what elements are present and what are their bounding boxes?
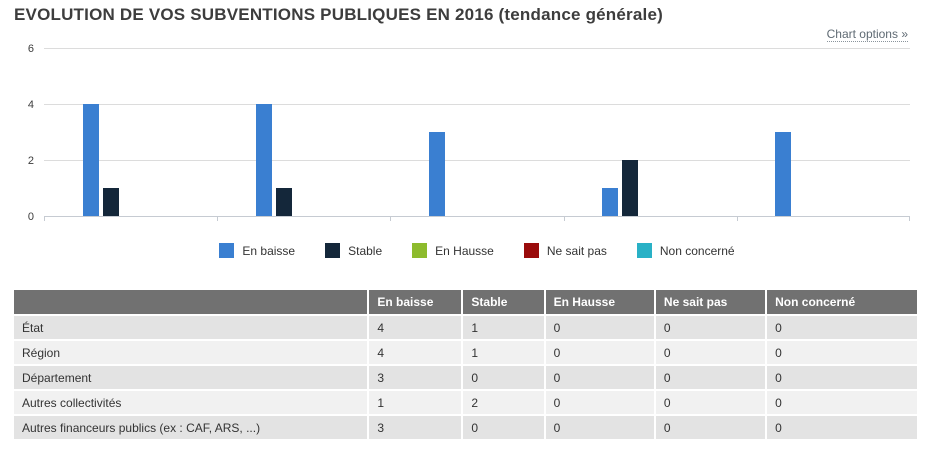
bar-en-baisse [429, 132, 445, 216]
value-cell: 0 [544, 315, 656, 341]
row-label-cell: Département [14, 365, 370, 391]
table-row: Autres collectivités 1 2 0 0 0 [14, 390, 919, 416]
table-row: État 4 1 0 0 0 [14, 315, 919, 341]
table-header-cell: Ne sait pas [654, 290, 768, 316]
table-row: Département 3 0 0 0 0 [14, 365, 919, 391]
value-cell: 0 [766, 365, 919, 391]
value-cell: 0 [766, 390, 919, 416]
value-cell: 0 [766, 415, 919, 441]
x-axis-tick [909, 216, 910, 221]
table-row: Région 4 1 0 0 0 [14, 340, 919, 366]
bar-en-baisse [82, 104, 99, 216]
row-label-cell: État [14, 315, 370, 341]
row-label-cell: Autres financeurs publics (ex : CAF, ARS… [14, 415, 370, 441]
value-cell: 0 [544, 365, 656, 391]
value-cell: 0 [654, 415, 768, 441]
legend-label: Stable [348, 243, 383, 258]
bar-stable [275, 188, 292, 216]
data-table: En baisse Stable En Hausse Ne sait pas Non c… [14, 290, 919, 441]
bar-stable [102, 188, 119, 216]
value-cell: 0 [544, 415, 656, 441]
legend-swatch-icon [523, 243, 539, 258]
value-cell: 0 [766, 315, 919, 341]
row-label-cell: Région [14, 340, 370, 366]
table-header-cell: Non concerné [766, 290, 919, 316]
legend-item[interactable]: Non concerné [636, 243, 735, 258]
chart-plot-area [44, 48, 910, 221]
legend-item[interactable]: Stable [325, 243, 382, 258]
bar-chart: 0 2 4 6 [0, 43, 939, 235]
legend-swatch-icon [219, 243, 235, 258]
gridline [44, 160, 910, 161]
legend-item[interactable]: Ne sait pas [523, 243, 607, 258]
x-axis-tick [390, 216, 391, 221]
value-cell: 0 [544, 340, 656, 366]
y-axis-label: 0 [27, 211, 34, 223]
table-header-cell: En baisse [368, 290, 464, 316]
legend-label: Ne sait pas [546, 243, 607, 258]
value-cell: 4 [368, 315, 464, 341]
table-header-cell: Stable [462, 290, 546, 316]
y-axis-label: 6 [27, 43, 34, 55]
value-cell: 3 [368, 365, 464, 391]
y-axis-label: 2 [27, 155, 34, 167]
value-cell: 0 [654, 365, 768, 391]
x-axis-tick [44, 216, 45, 221]
value-cell: 4 [368, 340, 464, 366]
y-axis-label: 4 [27, 99, 34, 111]
legend-swatch-icon [325, 243, 341, 258]
table-header-cell [14, 290, 370, 316]
legend-item[interactable]: En Hausse [412, 243, 494, 258]
value-cell: 1 [462, 315, 546, 341]
legend-swatch-icon [412, 243, 428, 258]
x-axis-tick [564, 216, 565, 221]
legend-label: En Hausse [435, 243, 494, 258]
legend-item[interactable]: En baisse [219, 243, 295, 258]
chart-options-link[interactable]: Chart options » [826, 27, 908, 42]
value-cell: 0 [462, 415, 546, 441]
value-cell: 1 [462, 340, 546, 366]
value-cell: 2 [462, 390, 546, 416]
table-header-cell: En Hausse [544, 290, 656, 316]
table-row: Autres financeurs publics (ex : CAF, ARS… [14, 415, 919, 441]
legend-swatch-icon [636, 243, 652, 258]
value-cell: 0 [766, 340, 919, 366]
legend-label: Non concerné [659, 243, 735, 258]
value-cell: 1 [368, 390, 464, 416]
page-title: EVOLUTION DE VOS SUBVENTIONS PUBLIQUES E… [14, 5, 663, 24]
value-cell: 0 [654, 390, 768, 416]
gridline [44, 104, 910, 105]
value-cell: 0 [462, 365, 546, 391]
table-header: En baisse Stable En Hausse Ne sait pas Non c… [14, 290, 919, 316]
legend-label: En baisse [242, 243, 296, 258]
value-cell: 0 [544, 390, 656, 416]
gridline [44, 48, 910, 49]
row-label-cell: Autres collectivités [14, 390, 370, 416]
chart-legend: En baisse Stable En Hausse Ne sait pas Non c… [44, 243, 910, 258]
value-cell: 3 [368, 415, 464, 441]
bar-en-baisse [255, 104, 272, 216]
bar-en-baisse [775, 132, 792, 216]
bar-stable [622, 160, 639, 216]
value-cell: 0 [654, 340, 768, 366]
bar-en-baisse [602, 188, 619, 216]
value-cell: 0 [654, 315, 768, 341]
x-axis-tick [737, 216, 738, 221]
x-axis-tick [217, 216, 218, 221]
